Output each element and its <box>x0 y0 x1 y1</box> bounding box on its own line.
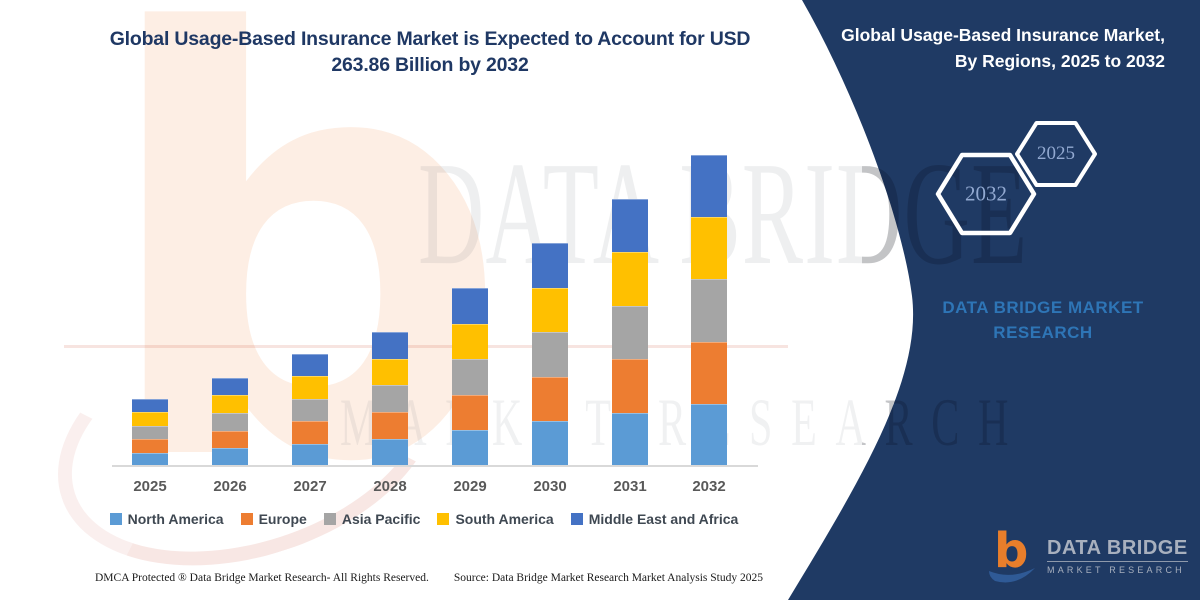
bar-2025-europe <box>132 439 168 453</box>
x-tick-2026: 2026 <box>213 478 247 495</box>
chart-legend: North America Europe Asia Pacific South Ame… <box>88 511 760 527</box>
bar-2026-europe <box>212 430 248 449</box>
bar-2031-europe <box>612 359 648 413</box>
bar-2027-south-america <box>292 376 328 399</box>
logo-name: DATA BRIDGE <box>1047 537 1188 559</box>
bar-2025-north-america <box>132 452 168 466</box>
bar-2027-north-america <box>292 443 328 466</box>
x-tick-2031: 2031 <box>613 478 647 495</box>
bar-2032-middle-east-and-africa <box>691 155 727 218</box>
logo-b-icon: b <box>989 527 1035 583</box>
x-axis-line <box>112 465 758 467</box>
bar-2026-north-america <box>212 448 248 466</box>
bar-2030-north-america <box>532 421 568 466</box>
bar-2032-north-america <box>691 403 727 466</box>
bar-2029 <box>452 288 488 466</box>
bar-2026-middle-east-and-africa <box>212 377 248 396</box>
legend-item-north-america: North America <box>109 511 224 527</box>
bar-2032-south-america <box>691 217 727 280</box>
bar-2025 <box>132 398 168 466</box>
bar-2026 <box>212 377 248 466</box>
bar-2031-middle-east-and-africa <box>612 198 648 252</box>
bar-2032 <box>691 155 727 466</box>
hexagon-label-2032: 2032 <box>965 181 1007 206</box>
legend-swatch-south-america <box>437 513 450 525</box>
x-tick-2025: 2025 <box>133 478 167 495</box>
bar-2031 <box>612 198 648 466</box>
bar-2031-north-america <box>612 412 648 466</box>
watermark-line <box>64 345 788 348</box>
bar-2030 <box>532 243 568 466</box>
bar-2027-europe <box>292 421 328 444</box>
bar-2030-south-america <box>532 287 568 333</box>
x-tick-2028: 2028 <box>373 478 407 495</box>
panel-heading: Global Usage-Based Insurance Market, By … <box>825 22 1165 75</box>
legend-label-europe: Europe <box>258 511 307 527</box>
legend-label-north-america: North America <box>127 511 224 527</box>
bar-2028-south-america <box>372 358 408 386</box>
logo-divider <box>1047 561 1188 562</box>
legend-label-middle-east-and-africa: Middle East and Africa <box>588 511 739 527</box>
legend-item-middle-east-and-africa: Middle East and Africa <box>570 511 739 527</box>
bar-2029-middle-east-and-africa <box>452 288 488 324</box>
legend-label-asia-pacific: Asia Pacific <box>341 511 421 527</box>
bar-2031-asia-pacific <box>612 305 648 359</box>
legend-swatch-asia-pacific <box>323 513 336 525</box>
legend-swatch-north-america <box>109 513 122 525</box>
bar-2030-middle-east-and-africa <box>532 243 568 288</box>
hexagon-2025 <box>1015 121 1097 187</box>
bar-2027 <box>292 354 328 466</box>
legend-item-south-america: South America <box>437 511 554 527</box>
bar-2028-north-america <box>372 439 408 466</box>
bar-2028-middle-east-and-africa <box>372 331 408 359</box>
bar-2029-europe <box>452 394 488 431</box>
bar-2027-asia-pacific <box>292 398 328 422</box>
x-tick-2029: 2029 <box>453 478 487 495</box>
bar-2030-europe <box>532 376 568 422</box>
bar-2026-asia-pacific <box>212 412 248 431</box>
bar-2029-north-america <box>452 430 488 466</box>
hexagon-2032 <box>935 152 1037 236</box>
footer: DMCA Protected ® Data Bridge Market Rese… <box>95 572 763 584</box>
svg-text:b: b <box>994 527 1028 579</box>
bar-2031-south-america <box>612 252 648 306</box>
chart-title: Global Usage-Based Insurance Market is E… <box>90 26 770 79</box>
bar-2027-middle-east-and-africa <box>292 354 328 377</box>
legend-label-south-america: South America <box>455 511 554 527</box>
panel-brand-caption: DATA BRIDGE MARKET RESEARCH <box>942 298 1144 342</box>
legend-item-asia-pacific: Asia Pacific <box>323 511 421 527</box>
x-tick-2030: 2030 <box>533 478 567 495</box>
x-tick-2027: 2027 <box>293 478 327 495</box>
data-bridge-logo: b DATA BRIDGE MARKET RESEARCH <box>985 527 1188 585</box>
bar-2030-asia-pacific <box>532 332 568 377</box>
bar-2032-asia-pacific <box>691 279 727 342</box>
bar-2026-south-america <box>212 395 248 413</box>
bar-2025-middle-east-and-africa <box>132 398 168 413</box>
bar-2028-asia-pacific <box>372 385 408 413</box>
legend-swatch-middle-east-and-africa <box>570 513 583 525</box>
hexagon-label-2025: 2025 <box>1037 143 1075 164</box>
bar-2028-europe <box>372 412 408 440</box>
bar-2028 <box>372 331 408 466</box>
bar-2025-south-america <box>132 412 168 426</box>
chart-title-line1: Global Usage-Based Insurance Market is E… <box>109 28 751 50</box>
bar-2025-asia-pacific <box>132 425 168 440</box>
bar-2029-south-america <box>452 323 488 360</box>
bar-2032-europe <box>691 341 727 404</box>
legend-item-europe: Europe <box>240 511 307 527</box>
panel-heading-line2: By Regions, 2025 to 2032 <box>954 51 1165 72</box>
legend-swatch-europe <box>240 513 253 525</box>
x-tick-2032: 2032 <box>692 478 726 495</box>
footer-dmca-text: DMCA Protected ® Data Bridge Market Rese… <box>95 572 429 584</box>
bar-2029-asia-pacific <box>452 359 488 395</box>
chart-title-line2: 263.86 Billion by 2032 <box>331 54 529 77</box>
panel-heading-line1: Global Usage-Based Insurance Market, <box>841 25 1165 45</box>
logo-subtitle: MARKET RESEARCH <box>1047 565 1185 575</box>
footer-source-text: Source: Data Bridge Market Research Mark… <box>453 572 763 584</box>
